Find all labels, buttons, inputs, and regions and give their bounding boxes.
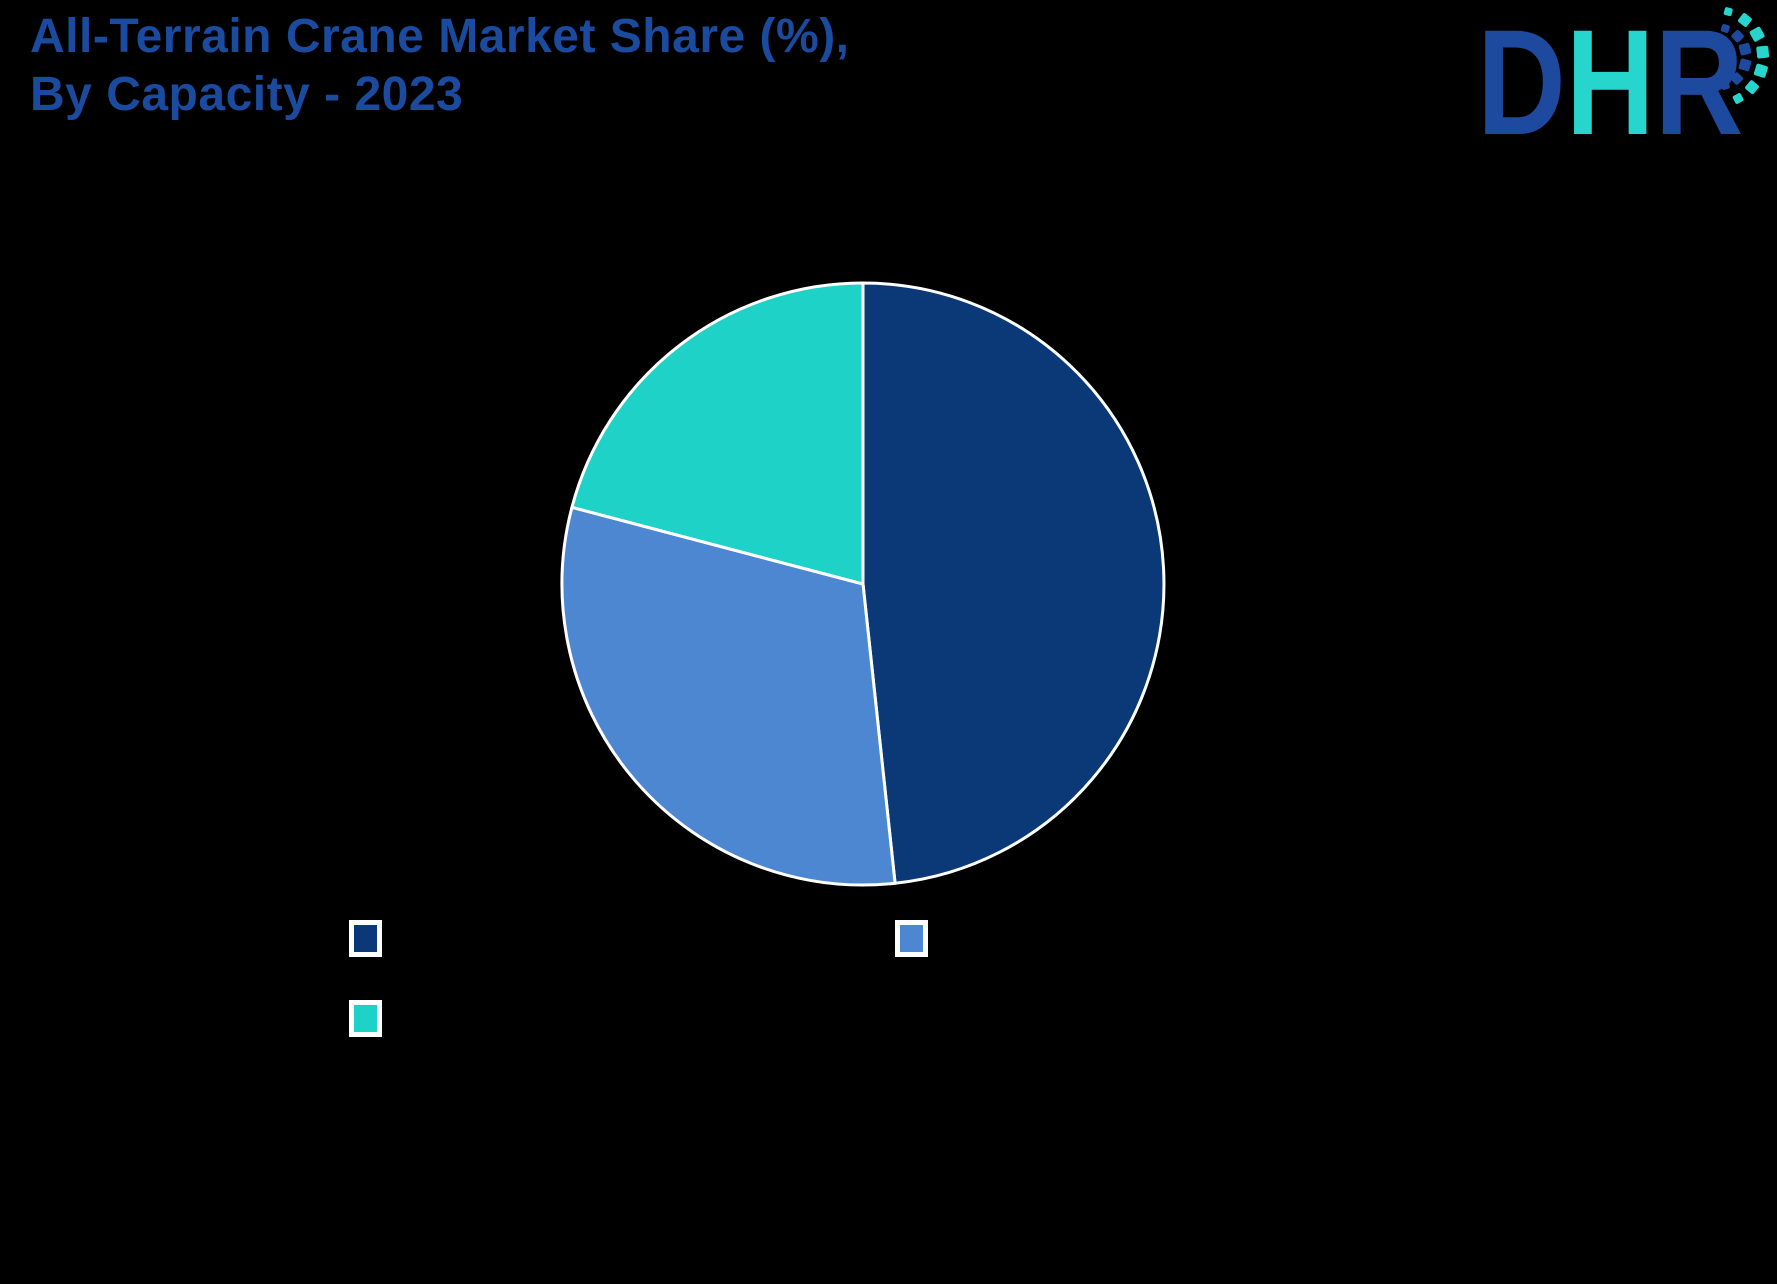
logo-dot — [1756, 45, 1770, 59]
logo-dot — [1745, 80, 1759, 95]
logo-dot — [1731, 29, 1744, 43]
logo-letter-r: R — [1654, 0, 1744, 166]
logo-letter-d: D — [1477, 0, 1566, 166]
legend-item-1 — [349, 920, 396, 957]
logo-dot — [1732, 93, 1744, 104]
chart-title: All-Terrain Crane Market Share (%), By C… — [30, 8, 850, 124]
logo-dot — [1720, 23, 1730, 34]
legend-swatch-2 — [895, 920, 928, 957]
logo-dot — [1723, 7, 1733, 17]
pie-slice-2 — [560, 505, 897, 887]
legend-swatch-1 — [349, 920, 382, 957]
logo-dot — [1720, 80, 1730, 91]
pie-slice-3 — [570, 281, 865, 586]
logo-dot — [1730, 72, 1744, 85]
logo-dot — [1749, 26, 1765, 42]
chart-title-line2: By Capacity - 2023 — [30, 68, 464, 121]
logo-letter-h: H — [1565, 0, 1655, 166]
chart-title-line1: All-Terrain Crane Market Share (%), — [30, 10, 850, 63]
logo-dot — [1737, 13, 1752, 27]
brand-logo: DHR — [1477, 7, 1743, 157]
pie-slice-1 — [861, 281, 1166, 885]
logo-dot — [1738, 42, 1752, 56]
logo-dot — [1738, 58, 1752, 72]
logo-dot — [1753, 63, 1768, 78]
logo-dots-icon — [1720, 7, 1770, 104]
legend-swatch-3 — [349, 1000, 382, 1037]
legend-item-2 — [895, 920, 942, 957]
legend-item-3 — [349, 1000, 396, 1037]
